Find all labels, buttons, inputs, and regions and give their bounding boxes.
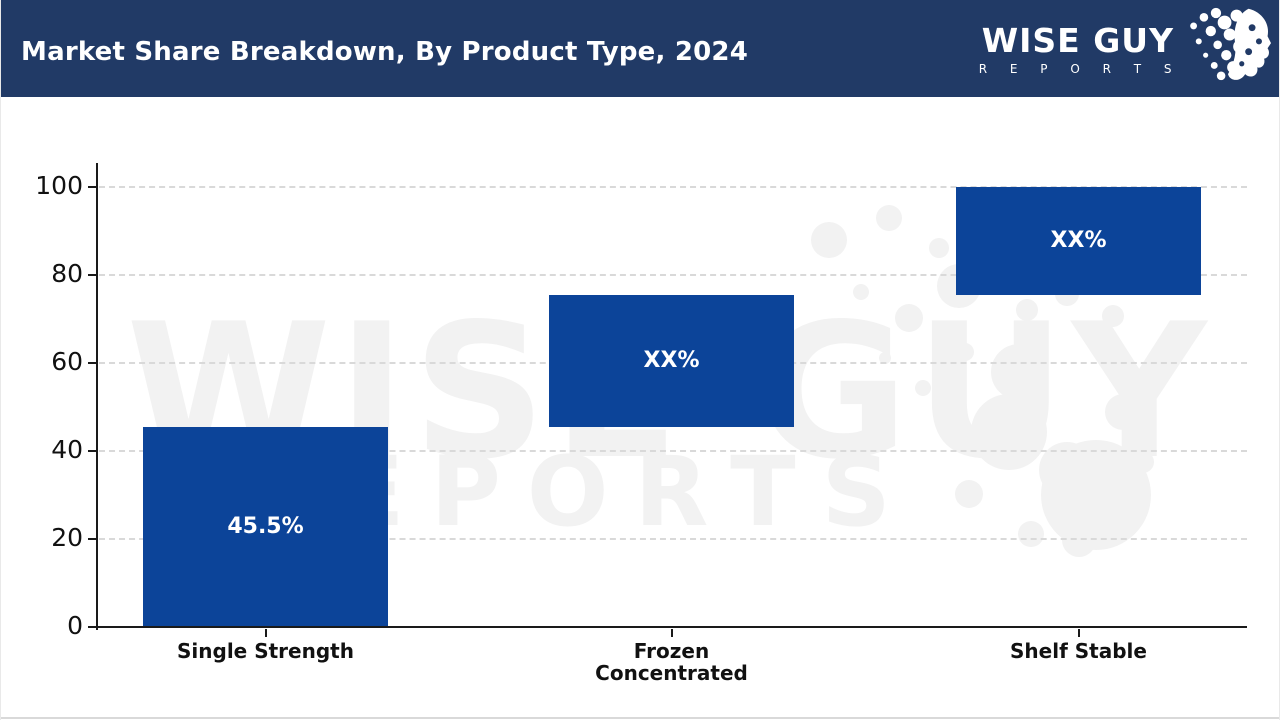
y-axis: [96, 163, 98, 630]
y-tick-mark: [88, 274, 97, 276]
gridline: [99, 450, 1247, 452]
x-axis-label: Single Strength: [177, 639, 354, 663]
bottom-divider: [1, 717, 1279, 719]
y-tick-mark: [88, 626, 97, 628]
x-tick-mark: [1077, 629, 1080, 637]
wise-guy-face-icon: [1190, 7, 1271, 80]
header-banner: Market Share Breakdown, By Product Type,…: [1, 0, 1279, 97]
gridline: [99, 538, 1247, 540]
gridline: [99, 274, 1247, 276]
wise-guy-logo: WISE GUY R E P O R T S: [975, 6, 1271, 94]
logo-wordmark-main: WISE GUY: [981, 20, 1174, 60]
gridline: [99, 186, 1247, 188]
watermark-dot: [1102, 305, 1124, 327]
x-axis-label: Shelf Stable: [1010, 639, 1147, 663]
y-tick-mark: [88, 450, 97, 452]
watermark-dot: [991, 344, 1047, 400]
logo-wordmark: WISE GUY R E P O R T S: [975, 24, 1181, 76]
watermark-dot: [853, 284, 869, 300]
y-tick-mark: [88, 186, 97, 188]
watermark-dot: [895, 304, 923, 332]
y-tick-mark: [88, 538, 97, 540]
watermark-dot: [876, 205, 902, 231]
y-tick-mark: [88, 362, 97, 364]
logo-wordmark-sub: R E P O R T S: [978, 61, 1181, 76]
watermark-dot: [929, 238, 949, 258]
watermark-dot: [811, 222, 847, 258]
watermark-dot: [879, 352, 891, 364]
y-tick-label: 80: [51, 259, 83, 288]
y-tick-label: 0: [67, 611, 83, 640]
watermark-dot: [955, 480, 983, 508]
y-tick-label: 40: [51, 435, 83, 464]
watermark-dot: [1018, 521, 1044, 547]
x-axis-label: Frozen Concentrated: [595, 639, 748, 685]
y-tick-label: 20: [51, 523, 83, 552]
watermark-dot: [956, 343, 974, 361]
x-axis: [96, 626, 1247, 628]
bar-value-label: 45.5%: [227, 514, 304, 540]
y-tick-label: 100: [35, 171, 83, 200]
watermark-dot: [1105, 394, 1141, 430]
y-tick-label: 60: [51, 347, 83, 376]
x-tick-mark: [670, 629, 673, 637]
bar-value-label: XX%: [643, 348, 700, 374]
watermark-dot: [1016, 299, 1038, 321]
bar: XX%: [956, 187, 1201, 295]
bar-value-label: XX%: [1050, 228, 1107, 254]
bar: XX%: [549, 294, 794, 427]
x-tick-mark: [264, 629, 267, 637]
bar: 45.5%: [143, 426, 388, 627]
page-title: Market Share Breakdown, By Product Type,…: [21, 36, 748, 67]
watermark-dot: [915, 380, 931, 396]
watermark-dot: [1041, 440, 1151, 550]
watermark-dot: [971, 394, 1047, 470]
